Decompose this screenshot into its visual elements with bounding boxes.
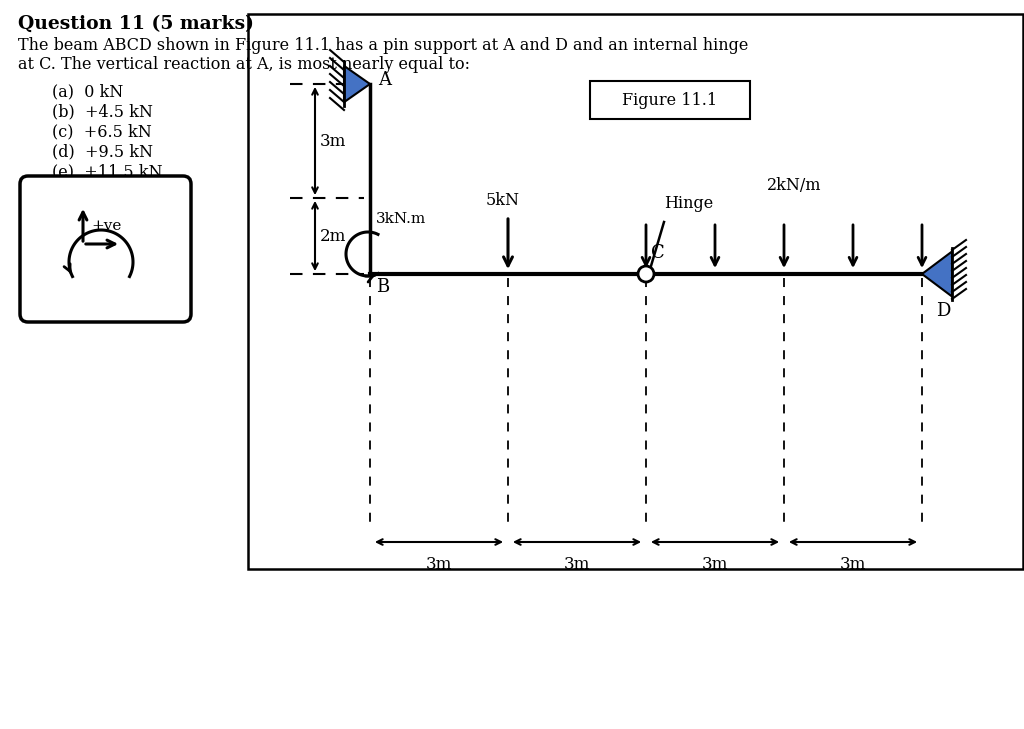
Text: 2kN/m: 2kN/m [767, 177, 821, 194]
Text: 3m: 3m [564, 556, 590, 573]
Text: 3kN.m: 3kN.m [376, 212, 426, 226]
Text: (c)  +6.5 kN: (c) +6.5 kN [52, 123, 152, 140]
Text: Figure 11.1: Figure 11.1 [623, 92, 718, 109]
Text: (b)  +4.5 kN: (b) +4.5 kN [52, 103, 153, 120]
Text: 3m: 3m [426, 556, 453, 573]
Text: +ve: +ve [91, 219, 122, 233]
Text: Question 11 (5 marks): Question 11 (5 marks) [18, 15, 254, 33]
Text: at C. The vertical reaction at A, is most nearly equal to:: at C. The vertical reaction at A, is mos… [18, 56, 470, 73]
Text: C: C [651, 244, 665, 262]
Text: (d)  +9.5 kN: (d) +9.5 kN [52, 143, 153, 160]
Text: 2m: 2m [319, 227, 346, 244]
Text: Hinge: Hinge [664, 195, 714, 212]
Text: B: B [376, 278, 389, 296]
Text: (a)  0 kN: (a) 0 kN [52, 83, 123, 100]
Text: 3m: 3m [840, 556, 866, 573]
Text: 5kN: 5kN [486, 192, 520, 209]
Circle shape [638, 266, 654, 282]
Text: 3m: 3m [701, 556, 728, 573]
Bar [248, 14, 1023, 569]
Text: 3m: 3m [319, 133, 346, 149]
Polygon shape [922, 252, 952, 297]
Text: D: D [936, 302, 950, 320]
Bar [590, 81, 750, 119]
FancyBboxPatch shape [20, 176, 191, 322]
Text: The beam ABCD shown in Figure 11.1 has a pin support at A and D and an internal : The beam ABCD shown in Figure 11.1 has a… [18, 37, 749, 54]
Text: (e)  +11.5 kN: (e) +11.5 kN [52, 163, 163, 180]
Polygon shape [344, 66, 370, 102]
Text: A: A [378, 71, 391, 89]
